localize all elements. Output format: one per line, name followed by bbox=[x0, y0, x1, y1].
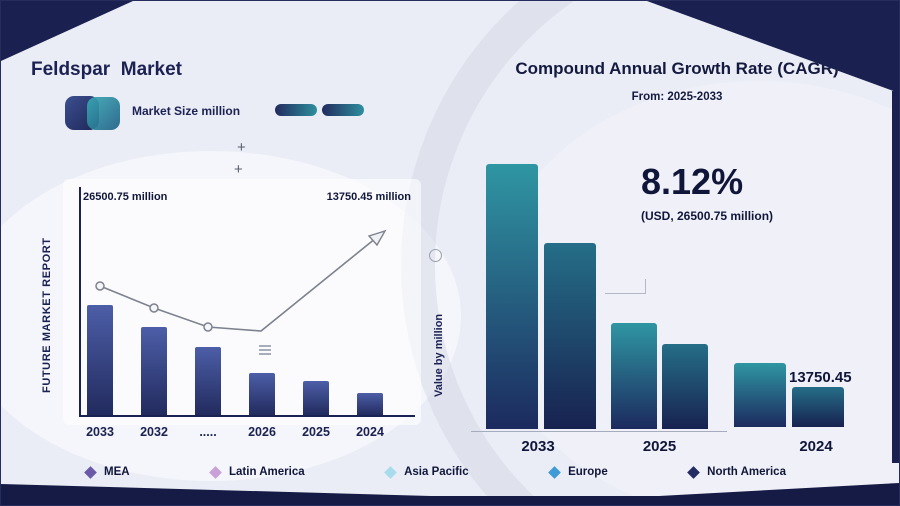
left-chart-x-label-2025: 2025 bbox=[302, 425, 330, 439]
legend-label: MEA bbox=[104, 466, 130, 478]
right-chart-label-2033: 2033 bbox=[521, 438, 555, 455]
legend-label: North America bbox=[707, 466, 786, 478]
legend-item-asia-pacific: Asia Pacific bbox=[384, 465, 469, 479]
gradient-pill-decoration bbox=[275, 104, 317, 116]
bracket-decoration bbox=[605, 279, 646, 294]
left-chart-vertical-label: FUTURE MARKET REPORT bbox=[41, 237, 53, 393]
left-chart-bar-2032 bbox=[141, 327, 167, 415]
cagr-value: 8.12% bbox=[641, 161, 744, 202]
legend-item-latin-america: Latin America bbox=[209, 465, 305, 479]
right-chart-bar-2033-primary bbox=[486, 164, 538, 429]
left-chart-start-value: 26500.75 million bbox=[83, 191, 168, 203]
right-chart-label-2024: 2024 bbox=[799, 438, 833, 455]
region-legend: MEA Latin America Asia Pacific Europe North … bbox=[84, 465, 786, 479]
right-chart-bar-2025-primary bbox=[611, 323, 657, 429]
edge-decoration-right bbox=[892, 91, 899, 463]
left-chart-x-label-2026: 2026 bbox=[248, 425, 276, 439]
legend-diamond-icon bbox=[687, 465, 701, 479]
right-chart-baseline bbox=[471, 431, 727, 432]
right-chart-bar-2025-secondary bbox=[662, 344, 708, 429]
legend-item-europe: Europe bbox=[548, 465, 608, 479]
left-chart-bar-2026 bbox=[249, 373, 275, 415]
bottom-strip-decoration bbox=[1, 496, 899, 505]
legend-diamond-icon bbox=[384, 465, 397, 479]
market-size-icon-teal-shape bbox=[87, 97, 120, 130]
market-size-legend-label: Market Size million bbox=[132, 104, 241, 118]
left-chart-panel: 26500.75 million 13750.45 million bbox=[63, 179, 421, 425]
left-chart-bar-..... bbox=[195, 347, 221, 415]
page-title: Feldspar Market bbox=[31, 59, 182, 80]
legend-diamond-icon bbox=[548, 465, 561, 479]
legend-label: Asia Pacific bbox=[404, 466, 469, 478]
corner-decoration-top-left bbox=[1, 1, 133, 61]
trend-line-arrow bbox=[95, 229, 387, 332]
left-chart-x-label-2032: 2032 bbox=[140, 425, 168, 439]
left-chart-bar-2025 bbox=[303, 381, 329, 415]
left-chart-x-labels: 2033 2032..... 2026 2025 2024 bbox=[86, 425, 405, 439]
left-chart-x-label-.....: ..... bbox=[199, 425, 217, 439]
right-chart-vertical-label: Value by million bbox=[433, 313, 445, 397]
legend-label: Europe bbox=[568, 466, 608, 478]
left-chart-end-value: 13750.45 million bbox=[326, 191, 411, 203]
cagr-subtitle: From: 2025-2033 bbox=[631, 91, 723, 103]
right-chart-bar-2024-secondary bbox=[792, 387, 844, 427]
right-chart-bar-2033-secondary bbox=[544, 243, 596, 429]
legend-item-north-america: North America bbox=[687, 465, 786, 479]
legend-label: Latin America bbox=[229, 466, 305, 478]
left-chart-x-label-2033: 2033 bbox=[86, 425, 114, 439]
right-chart-group-2025 bbox=[611, 323, 708, 429]
left-chart-x-axis bbox=[79, 415, 415, 417]
right-chart-value-annotation: 13750.45 bbox=[789, 369, 852, 386]
market-size-icon bbox=[65, 96, 123, 131]
gradient-pill-decoration bbox=[322, 104, 364, 116]
right-chart-bar-2024-primary bbox=[734, 363, 786, 427]
cagr-title: Compound Annual Growth Rate (CAGR) bbox=[515, 59, 839, 78]
plus-decoration: + bbox=[237, 139, 246, 156]
bottom-slant-left-decoration bbox=[1, 484, 431, 496]
left-chart-y-axis bbox=[79, 187, 81, 417]
right-chart-group-2033 bbox=[486, 164, 596, 429]
menu-lines-decoration bbox=[259, 345, 271, 357]
legend-diamond-icon bbox=[84, 465, 97, 479]
legend-item-mea: MEA bbox=[84, 465, 130, 479]
left-chart-x-label-2024: 2024 bbox=[356, 425, 384, 439]
circle-decoration bbox=[429, 249, 442, 262]
right-chart-label-2025: 2025 bbox=[642, 438, 677, 455]
left-chart-bar-2024 bbox=[357, 393, 383, 415]
right-chart-group-2024 bbox=[734, 363, 844, 427]
cagr-note: (USD, 26500.75 million) bbox=[641, 209, 774, 223]
legend-diamond-icon bbox=[209, 465, 222, 479]
plus-decoration: + bbox=[234, 161, 243, 178]
left-chart-bar-2033 bbox=[87, 305, 113, 415]
left-chart-bars bbox=[87, 305, 405, 415]
